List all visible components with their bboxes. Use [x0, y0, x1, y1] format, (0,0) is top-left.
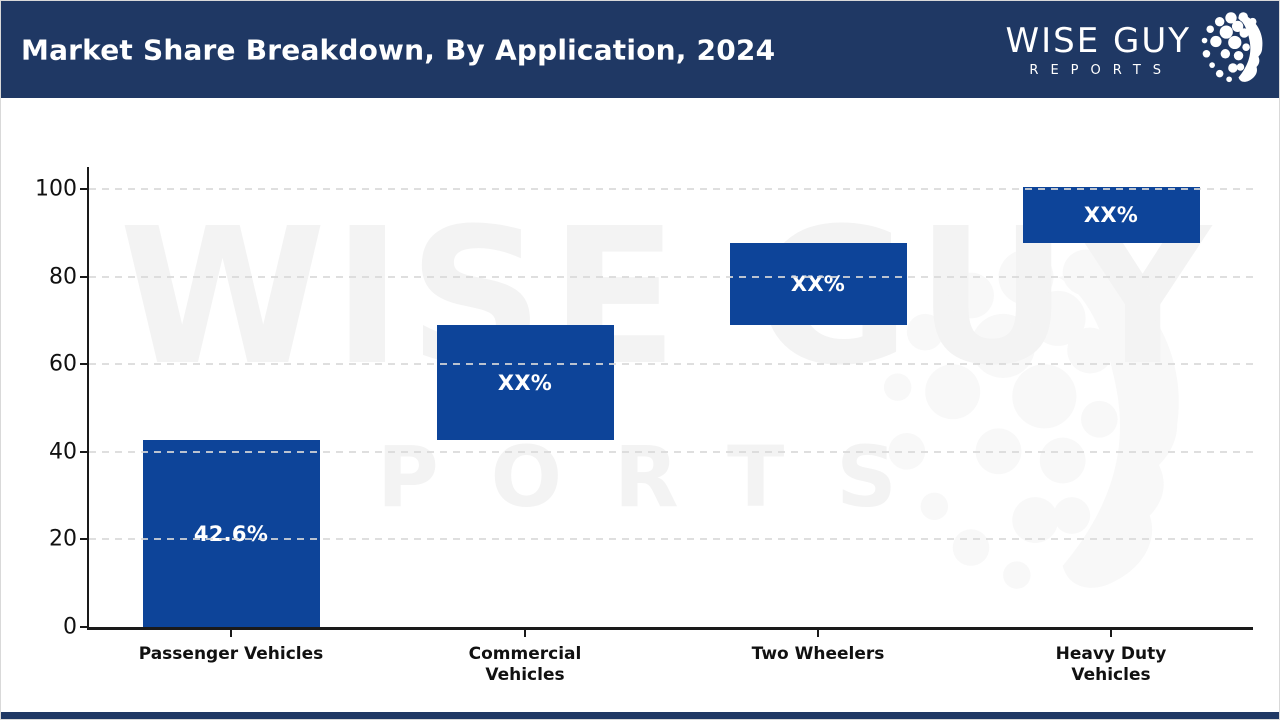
y-axis-tick-mark	[80, 275, 87, 278]
x-axis-tick-mark	[524, 629, 526, 637]
logo-line1: WISE GUY	[1005, 20, 1191, 61]
y-axis-tick-label: 60	[49, 351, 77, 377]
logo-face-icon	[1201, 12, 1263, 83]
bar-value-label: XX%	[1083, 202, 1139, 227]
x-axis-line	[87, 627, 1253, 630]
y-axis-tick-mark	[80, 450, 87, 453]
x-axis-tick-mark	[817, 629, 819, 637]
gridline	[89, 538, 1253, 541]
gridline	[89, 275, 1253, 278]
gridline	[89, 450, 1253, 453]
x-axis-category-label: Heavy Duty Vehicles	[1055, 644, 1167, 686]
y-axis-tick-mark	[80, 363, 87, 366]
y-axis-tick-label: 0	[63, 614, 77, 640]
chart-area: WISE GUY REPORTS 0 20 40 60 80 100 42.6% XX% XX%…	[1, 98, 1279, 714]
bar-value-label: XX%	[497, 370, 553, 395]
header-banner: Market Share Breakdown, By Application, …	[1, 1, 1279, 98]
watermark-face-icon	[883, 249, 1179, 589]
footer-accent-bar	[1, 712, 1279, 719]
x-axis-category-label: Two Wheelers	[751, 644, 885, 664]
bar: XX%	[436, 324, 614, 441]
x-axis-tick-mark	[1110, 629, 1112, 637]
bar-value-label: 42.6%	[193, 521, 269, 546]
logo-line2: REPORTS	[1029, 62, 1174, 78]
y-axis-tick-label: 20	[49, 526, 77, 552]
x-axis-tick-mark	[230, 629, 232, 637]
bar: 42.6%	[142, 440, 320, 627]
y-axis-line	[87, 167, 89, 630]
bar: XX%	[729, 242, 907, 325]
gridline	[89, 363, 1253, 366]
y-axis-tick-label: 40	[49, 439, 77, 465]
bar: XX%	[1022, 186, 1200, 243]
x-axis-category-label: Passenger Vehicles	[138, 644, 324, 664]
wise-guy-reports-logo: WISE GUY REPORTS	[1005, 9, 1265, 91]
y-axis-tick-label: 80	[49, 264, 77, 290]
gridline	[89, 188, 1253, 190]
y-axis-tick-mark	[80, 626, 87, 628]
y-axis-tick-label: 100	[35, 176, 77, 202]
y-axis-tick-mark	[80, 188, 87, 190]
logo-wordmark: WISE GUY REPORTS	[1005, 24, 1191, 77]
y-axis-tick-mark	[80, 538, 87, 541]
page-title: Market Share Breakdown, By Application, …	[21, 33, 776, 66]
x-axis-category-label: Commercial Vehicles	[468, 644, 582, 686]
